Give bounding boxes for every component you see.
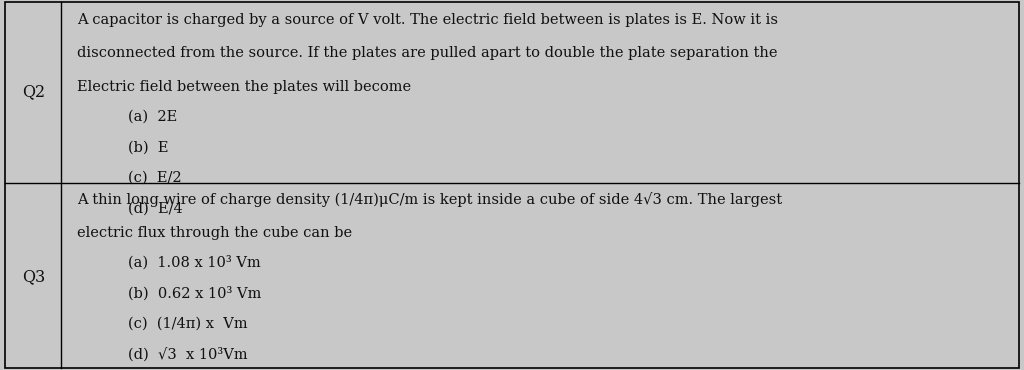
Text: disconnected from the source. If the plates are pulled apart to double the plate: disconnected from the source. If the pla… xyxy=(77,46,777,60)
Text: (d)  √3  x 10³Vm: (d) √3 x 10³Vm xyxy=(128,348,248,362)
Text: (b)  E: (b) E xyxy=(128,140,169,154)
Text: Q2: Q2 xyxy=(23,83,46,100)
Text: (a)  1.08 x 10³ Vm: (a) 1.08 x 10³ Vm xyxy=(128,256,261,270)
Text: electric flux through the cube can be: electric flux through the cube can be xyxy=(77,226,352,240)
Text: (d)  E/4: (d) E/4 xyxy=(128,202,182,216)
Text: (c)  (1/4π) x  Vm: (c) (1/4π) x Vm xyxy=(128,317,248,331)
Text: (b)  0.62 x 10³ Vm: (b) 0.62 x 10³ Vm xyxy=(128,286,261,301)
Text: A capacitor is charged by a source of V volt. The electric field between is plat: A capacitor is charged by a source of V … xyxy=(77,13,778,27)
Text: A thin long wire of charge density (1/4π)μC/m is kept inside a cube of side 4√3 : A thin long wire of charge density (1/4π… xyxy=(77,192,782,208)
Text: (a)  2E: (a) 2E xyxy=(128,110,177,124)
Text: (c)  E/2: (c) E/2 xyxy=(128,171,181,185)
Text: Q3: Q3 xyxy=(23,268,46,285)
Text: Electric field between the plates will become: Electric field between the plates will b… xyxy=(77,80,411,94)
